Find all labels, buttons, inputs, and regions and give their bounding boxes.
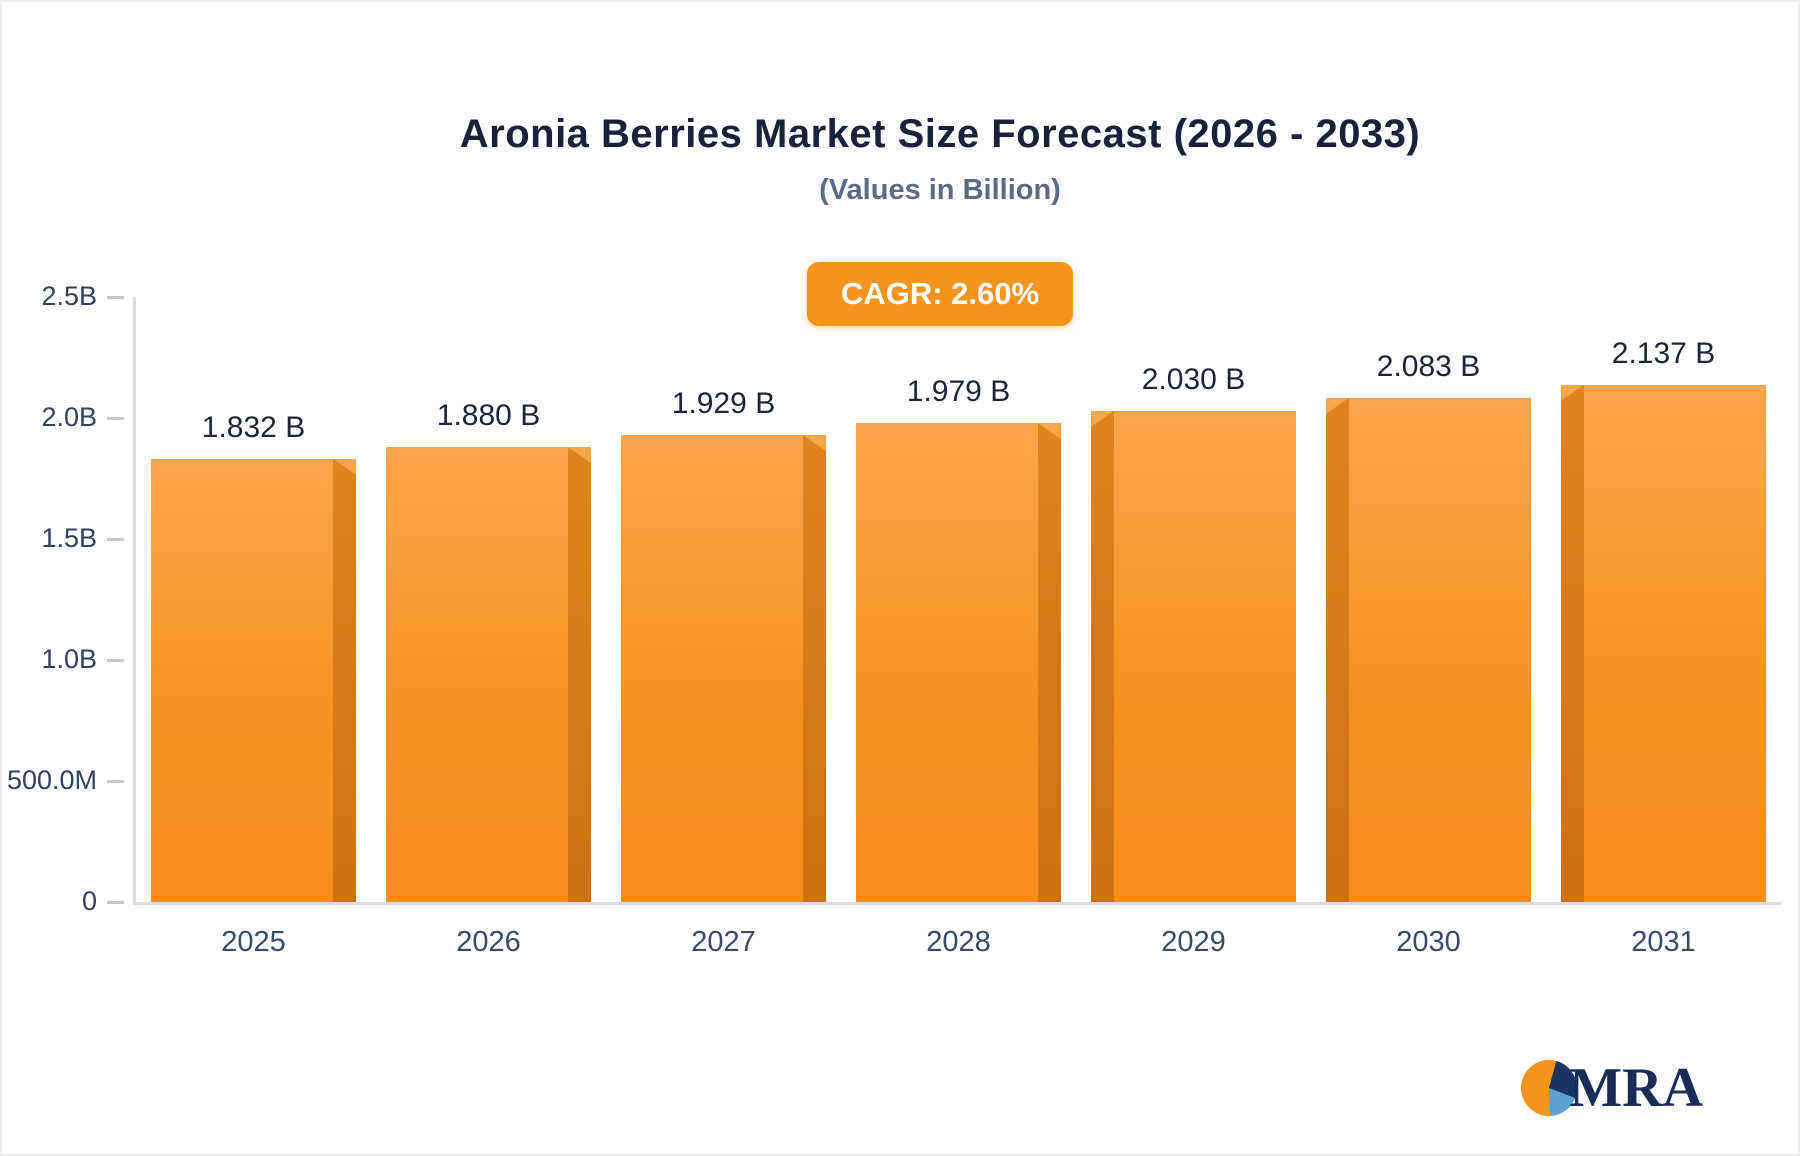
- y-tick-label: 1.0B: [41, 644, 97, 674]
- bar-group-2027: 1.929 B 2027: [616, 297, 831, 958]
- y-tick-mark: [107, 417, 124, 420]
- y-tick-label: 1.5B: [41, 523, 97, 553]
- x-axis-label: 2027: [691, 926, 756, 958]
- bar-group-2029: 2.030 B 2029: [1086, 297, 1301, 958]
- bar-group-2026: 1.880 B 2026: [381, 297, 596, 958]
- y-tick-mark: [107, 296, 124, 299]
- x-axis-label: 2031: [1631, 926, 1696, 958]
- bars: 1.832 B 2025 1.880 B 2026 1.929 B 2027 1.979 B…: [136, 297, 1781, 958]
- bar-2031[interactable]: [1561, 384, 1766, 902]
- bar-group-2025: 1.832 B 2025: [146, 297, 361, 958]
- bar-value-label: 1.929 B: [671, 387, 776, 421]
- bar-value-label: 1.979 B: [906, 375, 1011, 409]
- bar-2025[interactable]: [151, 458, 356, 902]
- chart-title: Aronia Berries Market Size Forecast (202…: [459, 112, 1421, 156]
- y-tick-mark: [107, 901, 124, 904]
- bar-value-label: 2.137 B: [1611, 336, 1716, 370]
- bar-value-label: 1.880 B: [436, 399, 541, 432]
- x-axis-label: 2026: [456, 926, 521, 958]
- bar-2027[interactable]: [621, 435, 826, 902]
- y-tick-label: 2.5B: [41, 281, 97, 311]
- bar-group-2031: 2.137 B 2031: [1556, 297, 1771, 958]
- bar-value-label: 2.030 B: [1141, 362, 1246, 396]
- bar-2029[interactable]: [1091, 410, 1296, 902]
- bar-2026[interactable]: [386, 447, 591, 902]
- plot-area: 1.832 B 2025 1.880 B 2026 1.929 B 2027 1.979 B…: [133, 297, 1781, 958]
- bar-2030[interactable]: [1326, 397, 1531, 902]
- y-tick-label: 2.0B: [41, 402, 97, 432]
- logo-text: MRA: [1569, 1057, 1703, 1119]
- y-axis: 2.5B 2.0B 1.5B 1.0B 500.0M 0: [2, 281, 133, 916]
- y-tick-mark: [107, 780, 124, 783]
- x-axis-label: 2029: [1161, 926, 1226, 958]
- chart-subtitle: (Values in Billion): [819, 174, 1061, 206]
- x-axis-label: 2025: [221, 926, 286, 958]
- bar-value-label: 1.832 B: [201, 410, 306, 444]
- bar-group-2030: 2.083 B 2030: [1321, 297, 1536, 958]
- y-tick-mark: [107, 659, 124, 662]
- cagr-badge: CAGR: 2.60%: [806, 262, 1074, 326]
- bar-value-label: 2.083 B: [1376, 349, 1481, 383]
- pie-chart-logo-icon: [1521, 1060, 1578, 1116]
- bar-group-2028: 1.979 B 2028: [851, 297, 1066, 958]
- y-tick-mark: [107, 538, 124, 541]
- x-axis-label: 2030: [1396, 926, 1461, 958]
- y-tick-label: 0: [81, 886, 97, 916]
- x-axis-label: 2028: [926, 926, 991, 958]
- mra-logo: MRA: [1521, 1060, 1703, 1116]
- y-tick-label: 500.0M: [6, 765, 97, 795]
- bar-2028[interactable]: [856, 423, 1061, 902]
